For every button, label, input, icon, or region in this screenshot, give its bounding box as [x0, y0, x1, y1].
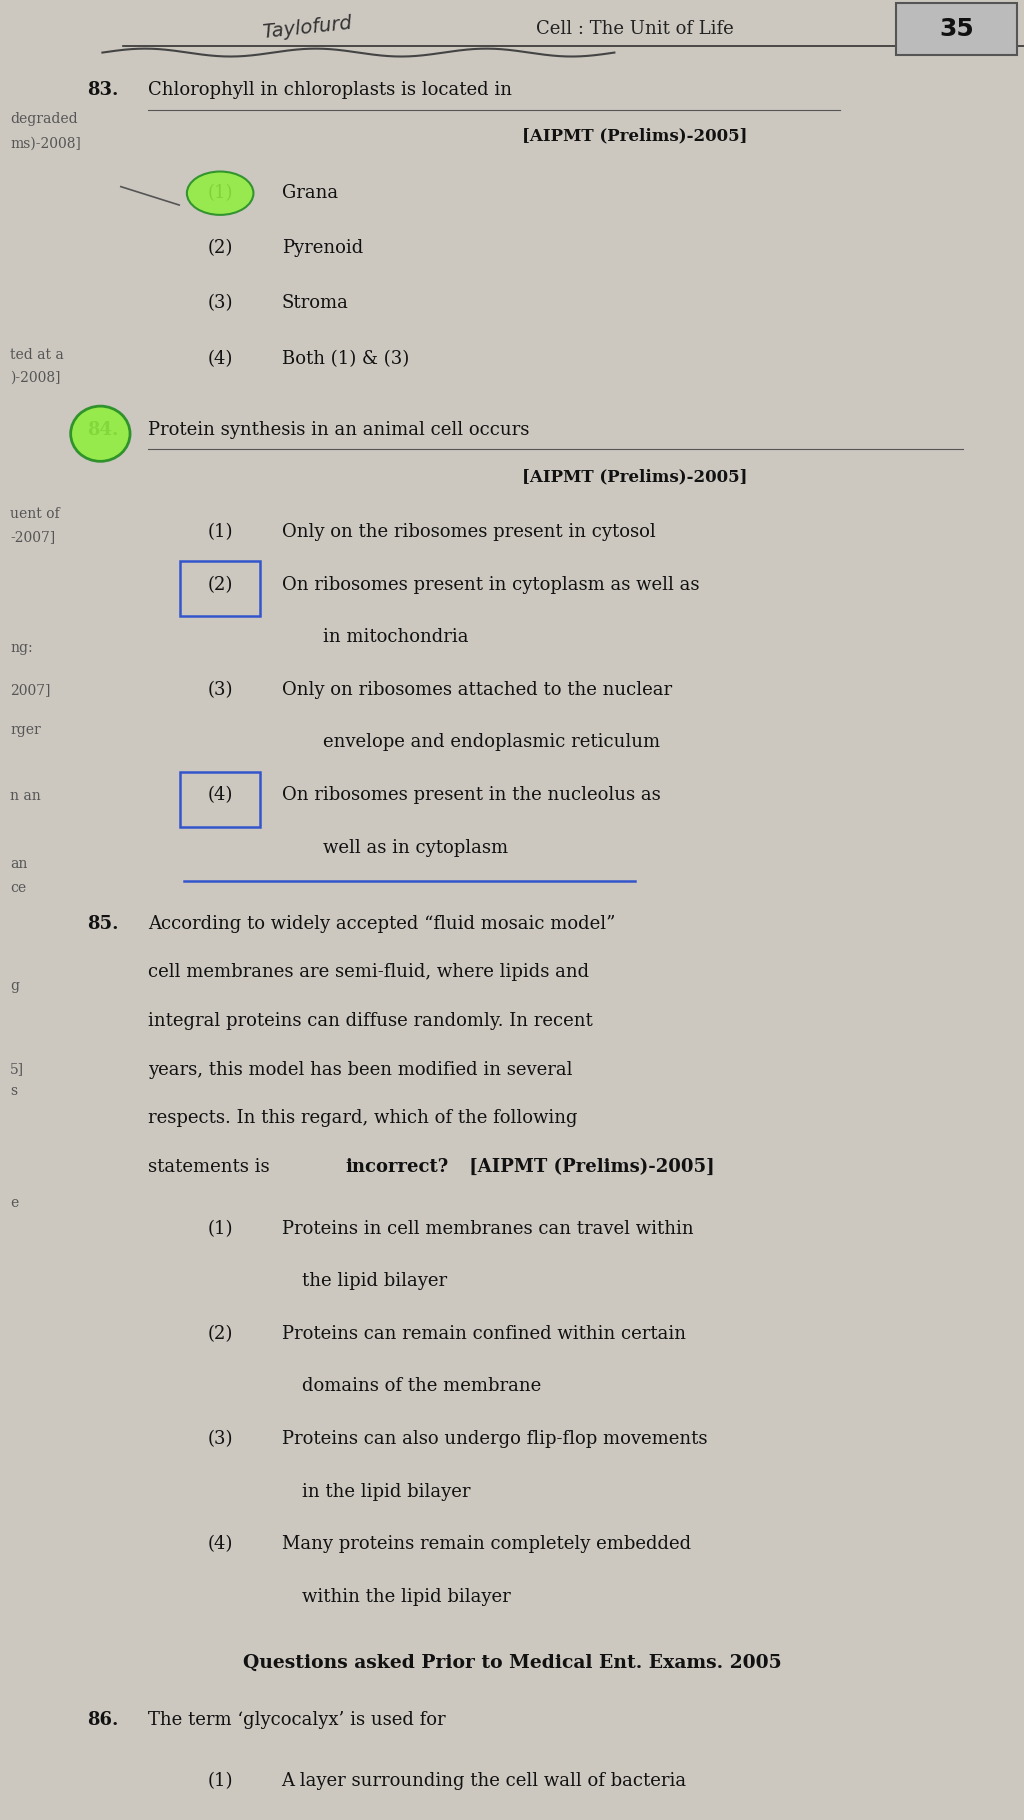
Text: rger: rger: [10, 723, 41, 737]
Text: The term ‘glycocalyx’ is used for: The term ‘glycocalyx’ is used for: [148, 1711, 446, 1729]
Ellipse shape: [186, 171, 254, 215]
Text: (1): (1): [208, 522, 232, 541]
Text: Proteins can remain confined within certain: Proteins can remain confined within cert…: [282, 1325, 686, 1343]
Text: Stroma: Stroma: [282, 295, 348, 313]
Text: within the lipid bilayer: within the lipid bilayer: [302, 1587, 511, 1605]
Text: in the lipid bilayer: in the lipid bilayer: [302, 1483, 471, 1500]
Text: (3): (3): [208, 295, 232, 313]
Text: well as in cytoplasm: well as in cytoplasm: [323, 839, 508, 857]
Text: ng:: ng:: [10, 641, 33, 655]
Text: envelope and endoplasmic reticulum: envelope and endoplasmic reticulum: [323, 733, 659, 752]
Text: g: g: [10, 979, 19, 994]
Text: Protein synthesis in an animal cell occurs: Protein synthesis in an animal cell occu…: [148, 420, 529, 439]
Text: [AIPMT (Prelims)-2005]: [AIPMT (Prelims)-2005]: [522, 127, 748, 144]
Text: (4): (4): [208, 1534, 232, 1552]
Text: degraded: degraded: [10, 111, 78, 126]
Text: the lipid bilayer: the lipid bilayer: [302, 1272, 447, 1290]
Text: On ribosomes present in cytoplasm as well as: On ribosomes present in cytoplasm as wel…: [282, 575, 699, 593]
Text: Chlorophyll in chloroplasts is located in: Chlorophyll in chloroplasts is located i…: [148, 82, 512, 100]
Text: s: s: [10, 1085, 17, 1097]
Text: (3): (3): [208, 681, 232, 699]
Text: respects. In this regard, which of the following: respects. In this regard, which of the f…: [148, 1108, 578, 1127]
Text: (1): (1): [208, 184, 232, 202]
Text: Both (1) & (3): Both (1) & (3): [282, 349, 409, 368]
Text: ce: ce: [10, 881, 27, 895]
Text: (2): (2): [208, 1325, 232, 1343]
FancyBboxPatch shape: [896, 2, 1017, 55]
Text: Taylofurd: Taylofurd: [261, 13, 353, 42]
Text: A layer surrounding the cell wall of bacteria: A layer surrounding the cell wall of bac…: [282, 1771, 687, 1789]
Text: an: an: [10, 857, 28, 872]
Text: 84.: 84.: [87, 420, 119, 439]
Text: in mitochondria: in mitochondria: [323, 628, 468, 646]
Text: (4): (4): [208, 349, 232, 368]
Text: [AIPMT (Prelims)-2005]: [AIPMT (Prelims)-2005]: [522, 468, 748, 484]
Text: domains of the membrane: domains of the membrane: [302, 1378, 542, 1396]
Text: -2007]: -2007]: [10, 530, 55, 544]
Text: incorrect?: incorrect?: [345, 1158, 449, 1176]
Text: 2007]: 2007]: [10, 684, 51, 697]
Text: 85.: 85.: [87, 915, 119, 934]
Text: Cell : The Unit of Life: Cell : The Unit of Life: [536, 20, 734, 38]
Text: statements is: statements is: [148, 1158, 275, 1176]
Text: )-2008]: )-2008]: [10, 371, 60, 384]
Text: integral proteins can diffuse randomly. In recent: integral proteins can diffuse randomly. …: [148, 1012, 593, 1030]
Text: ted at a: ted at a: [10, 348, 63, 362]
Text: Proteins can also undergo flip-flop movements: Proteins can also undergo flip-flop move…: [282, 1431, 708, 1449]
Text: (2): (2): [208, 575, 232, 593]
Text: cell membranes are semi-fluid, where lipids and: cell membranes are semi-fluid, where lip…: [148, 963, 590, 981]
Text: (3): (3): [208, 1431, 232, 1449]
Text: e: e: [10, 1196, 18, 1210]
Text: 83.: 83.: [87, 82, 119, 100]
Text: (2): (2): [208, 238, 232, 257]
Text: Grana: Grana: [282, 184, 338, 202]
Text: Pyrenoid: Pyrenoid: [282, 238, 362, 257]
Text: ms)-2008]: ms)-2008]: [10, 136, 81, 151]
Text: Many proteins remain completely embedded: Many proteins remain completely embedded: [282, 1534, 691, 1552]
Text: Questions asked Prior to Medical Ent. Exams. 2005: Questions asked Prior to Medical Ent. Ex…: [243, 1653, 781, 1671]
Text: [AIPMT (Prelims)-2005]: [AIPMT (Prelims)-2005]: [463, 1158, 715, 1176]
Text: (4): (4): [208, 786, 232, 804]
Text: (1): (1): [208, 1771, 232, 1789]
Text: years, this model has been modified in several: years, this model has been modified in s…: [148, 1061, 573, 1079]
Text: 35: 35: [939, 16, 974, 40]
Ellipse shape: [71, 406, 130, 460]
Text: Only on the ribosomes present in cytosol: Only on the ribosomes present in cytosol: [282, 522, 655, 541]
Text: uent of: uent of: [10, 508, 59, 521]
Text: 5]: 5]: [10, 1061, 25, 1076]
Text: According to widely accepted “fluid mosaic model”: According to widely accepted “fluid mosa…: [148, 915, 616, 934]
Text: On ribosomes present in the nucleolus as: On ribosomes present in the nucleolus as: [282, 786, 660, 804]
Text: Proteins in cell membranes can travel within: Proteins in cell membranes can travel wi…: [282, 1219, 693, 1238]
Text: (1): (1): [208, 1219, 232, 1238]
Text: n an: n an: [10, 788, 41, 803]
Text: Only on ribosomes attached to the nuclear: Only on ribosomes attached to the nuclea…: [282, 681, 672, 699]
Text: 86.: 86.: [87, 1711, 119, 1729]
